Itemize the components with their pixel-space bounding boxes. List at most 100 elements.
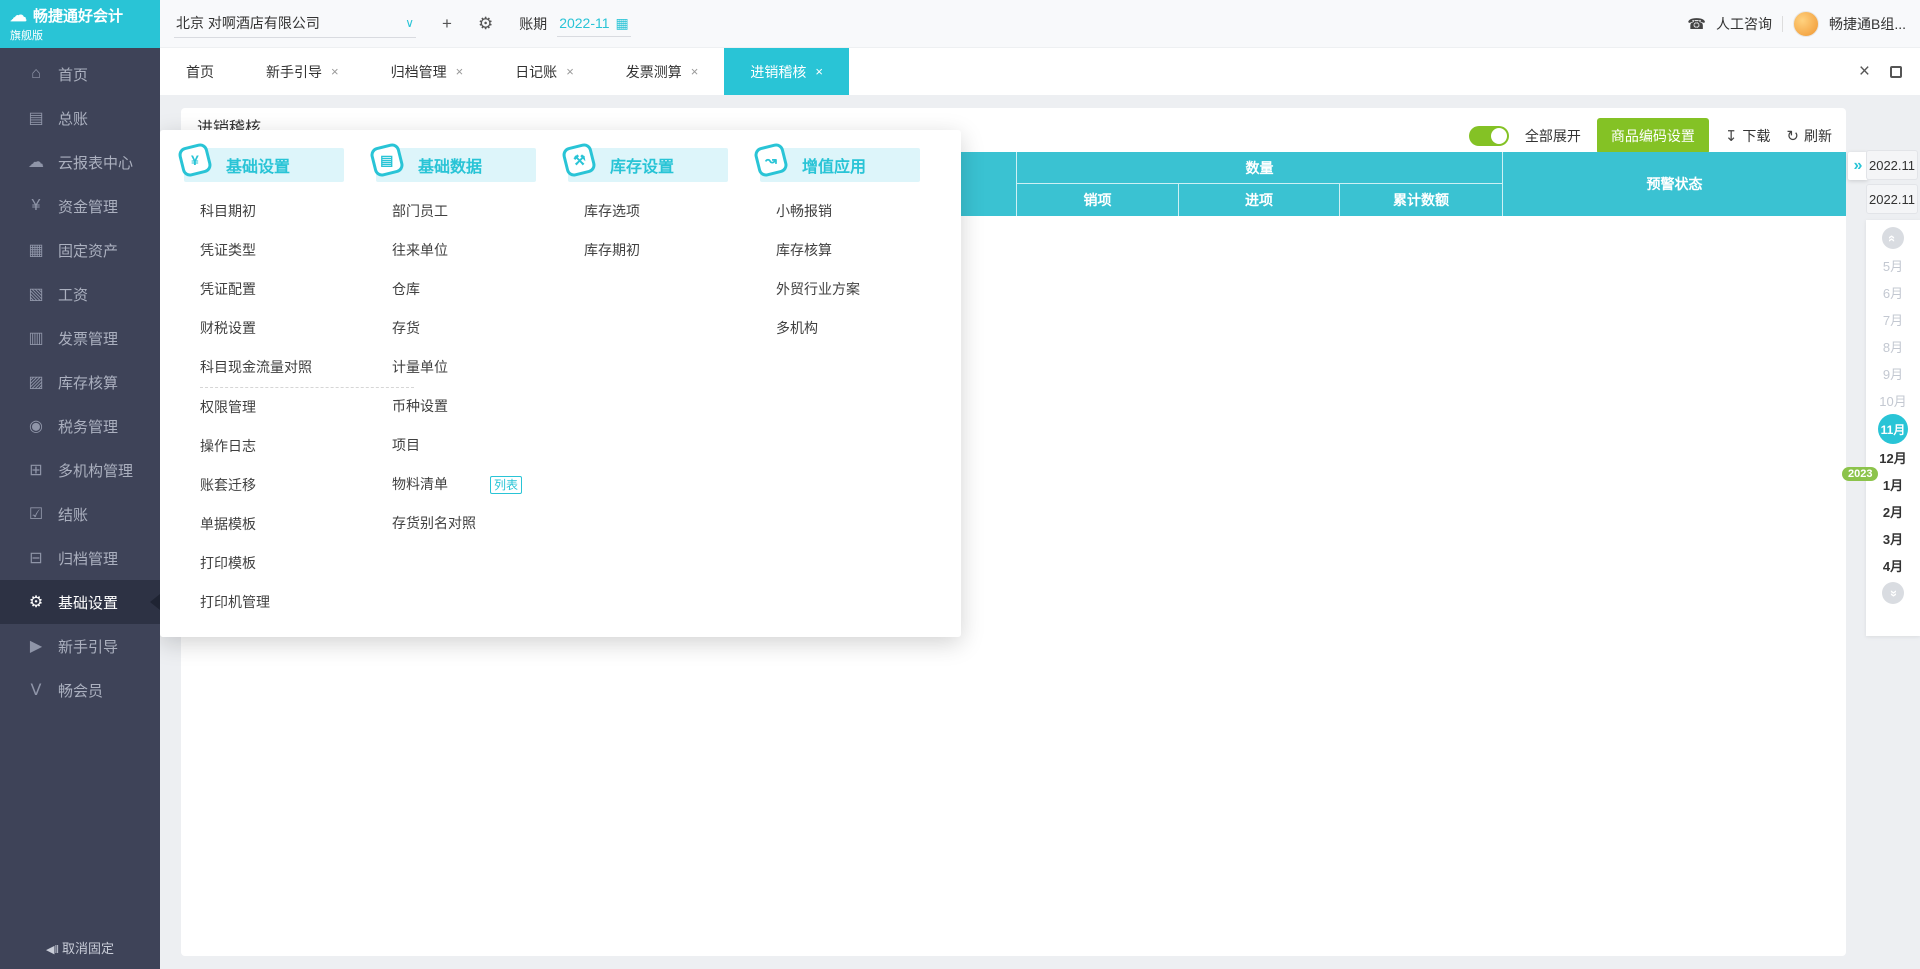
period-label: 账期 xyxy=(519,15,548,32)
sidebar-item-invoice-mgmt[interactable]: ▥ 发票管理 xyxy=(0,316,160,360)
product-code-settings-button[interactable]: 商品编码设置 xyxy=(1596,118,1709,154)
month-item[interactable]: 3月 xyxy=(1882,532,1904,547)
sidebar-item-payroll[interactable]: ▧ 工资 xyxy=(0,272,160,316)
menu-item-account-migration[interactable]: 账套迁移 xyxy=(200,477,256,493)
sidebar-item-beginner-guide[interactable]: ▶ 新手引导 xyxy=(0,624,160,668)
close-icon[interactable]: × xyxy=(1858,60,1870,82)
tab-beginner-guide[interactable]: 新手引导 × xyxy=(240,48,365,95)
sidebar-item-multi-org[interactable]: ⊞ 多机构管理 xyxy=(0,448,160,492)
top-bar: 北京 对啊酒店有限公司 ∨ + ⚙ 账期 2022-11 ▦ ☎ 人工咨询 畅捷… xyxy=(160,0,1920,48)
support-link[interactable]: 人工咨询 xyxy=(1715,15,1772,32)
tab-close-icon[interactable]: × xyxy=(690,64,699,79)
month-item[interactable]: 4月 xyxy=(1882,559,1904,574)
org-icon: ⊞ xyxy=(29,462,43,479)
funds-icon: ¥ xyxy=(31,197,41,214)
column-header-quantity-group: 数量 xyxy=(1017,152,1503,184)
user-name[interactable]: 畅捷通B组... xyxy=(1828,15,1906,32)
month-item[interactable]: 9月 xyxy=(1882,367,1904,382)
menu-item-print-template[interactable]: 打印模板 xyxy=(200,555,256,571)
menu-item-inventory-opening[interactable]: 库存期初 xyxy=(584,242,640,258)
menu-item-operation-log[interactable]: 操作日志 xyxy=(200,438,256,454)
period-picker[interactable]: 2022-11 ▦ xyxy=(557,11,631,37)
edition-label: 旗舰版 xyxy=(10,30,43,42)
menu-item-project[interactable]: 项目 xyxy=(392,437,420,453)
month-item-selected[interactable]: 11月 xyxy=(1878,414,1908,444)
menu-item-inventory-goods[interactable]: 存货 xyxy=(392,320,420,336)
sidebar-item-basic-settings[interactable]: ⚙ 基础设置 xyxy=(0,580,160,624)
tab-archive[interactable]: 归档管理 × xyxy=(365,48,490,95)
sidebar-item-closing[interactable]: ☑ 结账 xyxy=(0,492,160,536)
menu-item-voucher-config[interactable]: 凭证配置 xyxy=(200,281,256,297)
menu-item-inventory-options[interactable]: 库存选项 xyxy=(584,203,640,219)
download-button[interactable]: ↧ 下载 xyxy=(1725,126,1771,146)
menu-item-multi-org-app[interactable]: 多机构 xyxy=(776,320,818,336)
avatar[interactable] xyxy=(1792,10,1819,37)
month-item[interactable]: 6月 xyxy=(1882,286,1904,301)
refresh-label: 刷新 xyxy=(1804,128,1832,144)
menu-item-currency-settings[interactable]: 币种设置 xyxy=(392,398,448,414)
ledger-icon: ▤ xyxy=(28,110,44,127)
menu-item-bom[interactable]: 物料清单 列表 xyxy=(376,465,568,504)
menu-item-warehouse[interactable]: 仓库 xyxy=(392,281,420,297)
sidebar-item-tax-mgmt[interactable]: ◉ 税务管理 xyxy=(0,404,160,448)
menu-item-foreign-trade-solution[interactable]: 外贸行业方案 xyxy=(776,281,860,297)
menu-item-department-staff[interactable]: 部门员工 xyxy=(392,203,448,219)
tab-home[interactable]: 首页 xyxy=(160,48,240,95)
menu-item-cashflow-mapping[interactable]: 科目现金流量对照 xyxy=(200,359,312,375)
home-icon: ⌂ xyxy=(31,65,41,82)
tab-close-icon[interactable]: × xyxy=(455,64,464,79)
tab-close-icon[interactable]: × xyxy=(566,64,574,79)
member-icon: Ⅴ xyxy=(30,682,42,699)
menu-item-account-opening[interactable]: 科目期初 xyxy=(200,203,256,219)
refresh-button[interactable]: ↻ 刷新 xyxy=(1786,126,1832,146)
sidebar-item-fixed-assets[interactable]: ▦ 固定资产 xyxy=(0,228,160,272)
tab-close-icon[interactable]: × xyxy=(331,64,339,79)
expand-all-toggle[interactable] xyxy=(1468,126,1509,146)
menu-item-voucher-type[interactable]: 凭证类型 xyxy=(200,242,256,258)
sidebar-item-label: 新手引导 xyxy=(58,638,119,656)
scroll-down-button[interactable]: « xyxy=(1882,582,1904,604)
menu-item-business-partners[interactable]: 往来单位 xyxy=(392,242,448,258)
menu-item-document-template[interactable]: 单据模板 xyxy=(200,516,256,532)
sidebar-item-member[interactable]: Ⅴ 畅会员 xyxy=(0,668,160,712)
sidebar-item-archive[interactable]: ⊟ 归档管理 xyxy=(0,536,160,580)
sidebar-item-home[interactable]: ⌂ 首页 xyxy=(0,52,160,96)
menu-item-inventory-accounting-app[interactable]: 库存核算 xyxy=(776,242,832,258)
period-box-end[interactable]: 2022.11 xyxy=(1866,184,1918,214)
payroll-icon: ▧ xyxy=(28,286,44,303)
month-item[interactable]: 7月 xyxy=(1882,313,1904,328)
menu-item-fiscal-tax-settings[interactable]: 财税设置 xyxy=(200,320,256,336)
menu-item-inventory-alias-mapping[interactable]: 存货别名对照 xyxy=(392,515,476,531)
menu-item-xiaochang-expense[interactable]: 小畅报销 xyxy=(776,203,832,219)
account-settings-gear-icon[interactable]: ⚙ xyxy=(477,13,494,33)
menu-item-permission-mgmt[interactable]: 权限管理 xyxy=(200,399,256,415)
tab-close-icon[interactable]: × xyxy=(815,64,823,79)
tab-purchase-sale-audit[interactable]: 进销稽核 × xyxy=(724,48,849,95)
wrench-icon: ⚒ xyxy=(560,141,598,179)
basic-settings-megamenu: ¥ 基础设置 科目期初 凭证类型 凭证配置 财税设置 科目现金流量对照 权限管理… xyxy=(160,130,961,637)
tab-journal[interactable]: 日记账 × xyxy=(489,48,600,95)
month-item[interactable]: 8月 xyxy=(1882,340,1904,355)
scroll-up-button[interactable]: « xyxy=(1882,227,1904,249)
month-item[interactable]: 2月 xyxy=(1882,505,1904,520)
period-box-start[interactable]: 2022.11 xyxy=(1866,150,1918,180)
month-rail: « 5月 6月 7月 8月 9月 10月 11月 12月 1月 2月 3月 4月… xyxy=(1866,220,1920,636)
sidebar-item-inventory-accounting[interactable]: ▨ 库存核算 xyxy=(0,360,160,404)
month-item[interactable]: 1月 xyxy=(1882,478,1904,493)
month-item[interactable]: 12月 xyxy=(1879,451,1907,466)
add-account-button[interactable]: + xyxy=(442,13,452,33)
download-label: 下载 xyxy=(1742,128,1771,144)
sidebar-item-funds[interactable]: ¥ 资金管理 xyxy=(0,184,160,228)
sidebar-item-cloud-reports[interactable]: ☁ 云报表中心 xyxy=(0,140,160,184)
tab-invoice-calc[interactable]: 发票测算 × xyxy=(600,48,725,95)
megamenu-section-title: ↝ 增值应用 xyxy=(752,141,920,182)
unpin-sidebar-button[interactable]: ◀‖ 取消固定 xyxy=(0,938,160,957)
menu-item-printer-mgmt[interactable]: 打印机管理 xyxy=(200,594,270,610)
fullscreen-icon[interactable] xyxy=(1890,65,1902,78)
month-item[interactable]: 10月 xyxy=(1879,394,1907,409)
company-selector[interactable]: 北京 对啊酒店有限公司 ∨ xyxy=(174,9,416,38)
panel-expander-button[interactable]: » xyxy=(1848,152,1868,180)
month-item[interactable]: 5月 xyxy=(1882,259,1904,274)
menu-item-measure-unit[interactable]: 计量单位 xyxy=(392,359,448,375)
sidebar-item-general-ledger[interactable]: ▤ 总账 xyxy=(0,96,160,140)
